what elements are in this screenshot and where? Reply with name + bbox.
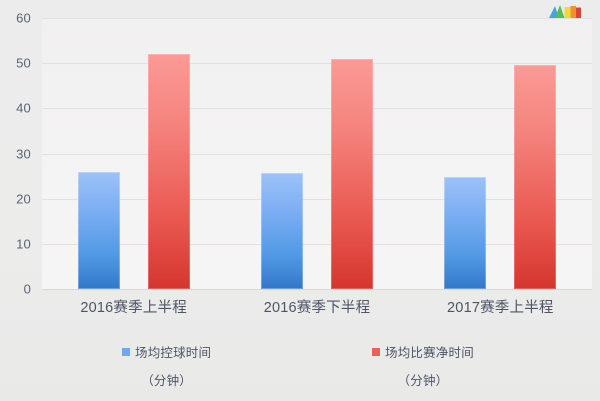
legend-label-net-match-time: 场均比赛净时间 [385,346,474,360]
gridline [42,108,592,110]
gridline [42,18,592,19]
bar-net-match-time[interactable] [331,58,373,289]
legend-swatch-icon-red [372,347,380,356]
bar-net-match-time[interactable] [147,54,190,289]
x-axis: 2016赛季上半程 2016赛季下半程 2017赛季上半程 [42,296,592,320]
y-axis-tick-label: 0 [23,281,31,297]
y-axis-tick-label: 40 [16,100,31,116]
x-axis-tick-label: 2017赛季上半程 [447,300,554,316]
plot-area [42,18,592,290]
y-axis-tick-label: 30 [16,146,31,161]
legend-label-possession-time: 场均控球时间 [135,346,212,360]
legend-item-possession-time[interactable]: 场均控球时间 （分钟） [122,342,211,389]
y-axis: 0 10 20 30 40 50 60 [0,11,38,297]
gridline [42,289,592,290]
x-axis-tick-label: 2016赛季下半程 [263,300,371,316]
bar-possession-time[interactable] [261,173,303,289]
legend-unit-possession-time: （分钟） [141,374,192,388]
gridline [42,63,592,65]
gridline [42,198,592,200]
legend-item-net-match-time[interactable]: 场均比赛净时间 （分钟） [372,342,474,389]
bar-possession-time[interactable] [77,171,120,289]
bar-net-match-time[interactable] [514,65,557,289]
y-axis-tick-label: 50 [16,55,31,71]
gridline [42,153,592,155]
y-axis-tick-label: 60 [16,10,31,26]
legend-unit-net-match-time: （分钟） [397,374,449,388]
bars-layer [42,18,592,289]
y-axis-tick-label: 10 [16,236,31,252]
legend-swatch-icon-blue [122,347,130,356]
chart-legend: 场均控球时间 （分钟） 场均比赛净时间 （分钟） [0,342,600,392]
y-axis-tick-label: 20 [16,191,31,207]
gridline [42,243,592,245]
bar-possession-time[interactable] [444,177,487,289]
x-axis-tick-label: 2016赛季上半程 [80,300,187,316]
